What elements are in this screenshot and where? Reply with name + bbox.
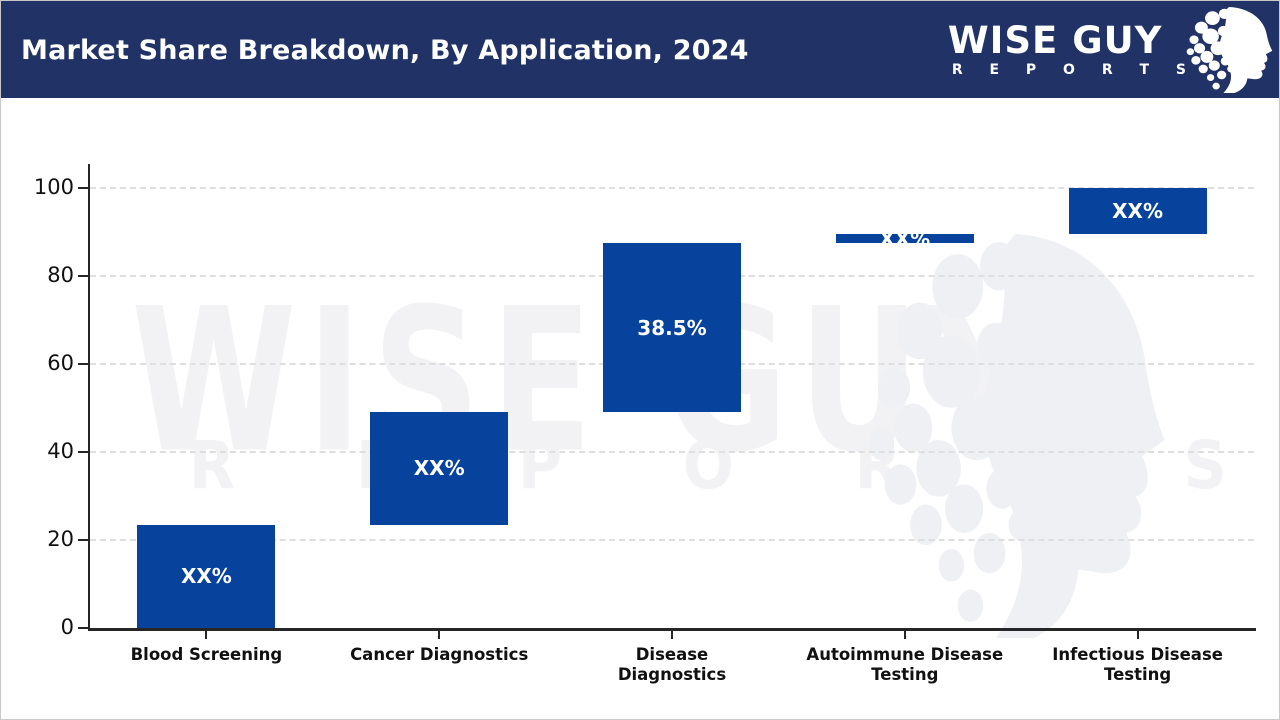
logo-text: WISE GUY R E P O R T S bbox=[947, 19, 1197, 79]
watermark-head-icon bbox=[868, 234, 1165, 638]
gridline bbox=[90, 539, 1254, 541]
page-title: Market Share Breakdown, By Application, … bbox=[21, 35, 749, 66]
bar: XX% bbox=[137, 524, 276, 628]
y-tick-label: 80 bbox=[47, 263, 74, 287]
x-category-label: Disease Diagnostics bbox=[617, 645, 727, 684]
bar-value-label: 38.5% bbox=[637, 315, 707, 340]
bar-value-label: XX% bbox=[1112, 199, 1164, 224]
logo-wordmark: WISE GUY bbox=[947, 19, 1163, 62]
gridline bbox=[90, 187, 1254, 189]
x-category-label: Cancer Diagnostics bbox=[350, 645, 529, 664]
y-tick bbox=[78, 187, 88, 189]
logo: WISE GUY R E P O R T S bbox=[948, 6, 1275, 94]
x-tick bbox=[1136, 631, 1139, 639]
bar: XX% bbox=[370, 412, 509, 525]
x-tick bbox=[671, 631, 673, 639]
gridline bbox=[90, 451, 1254, 453]
y-tick-label: 20 bbox=[47, 527, 74, 551]
x-tick bbox=[205, 631, 208, 639]
bar-value-label: XX% bbox=[180, 564, 232, 589]
bar-value-label: XX% bbox=[413, 456, 465, 481]
plot-area: 0 20 40 60 80 100 XX% Blood Screening XX% Cancer … bbox=[34, 164, 1256, 684]
y-tick bbox=[78, 275, 88, 277]
x-category-label: Blood Screening bbox=[130, 645, 283, 664]
x-tick bbox=[438, 631, 441, 639]
bar-value-label: XX% bbox=[879, 226, 931, 251]
bar: XX% bbox=[835, 227, 974, 251]
bar: 38.5% bbox=[603, 243, 741, 413]
x-category-label: Autoimmune Disease Testing bbox=[806, 645, 1004, 684]
y-tick-label: 0 bbox=[60, 615, 74, 639]
bar: XX% bbox=[1068, 188, 1207, 235]
logo-head-icon bbox=[1186, 7, 1273, 93]
header: Market Share Breakdown, By Application, … bbox=[1, 1, 1279, 98]
logo-subtitle: R E P O R T S bbox=[951, 62, 1197, 78]
x-axis-line bbox=[88, 628, 1256, 631]
y-tick-label: 100 bbox=[33, 175, 74, 199]
y-tick-label: 60 bbox=[47, 351, 74, 375]
y-tick bbox=[78, 363, 88, 365]
y-tick bbox=[78, 451, 88, 453]
x-category-label: Infectious Disease Testing bbox=[1052, 645, 1223, 684]
y-tick bbox=[78, 627, 88, 629]
x-tick bbox=[903, 631, 906, 639]
y-tick-label: 40 bbox=[47, 439, 74, 463]
y-axis-line bbox=[88, 164, 90, 630]
y-tick bbox=[78, 539, 88, 541]
